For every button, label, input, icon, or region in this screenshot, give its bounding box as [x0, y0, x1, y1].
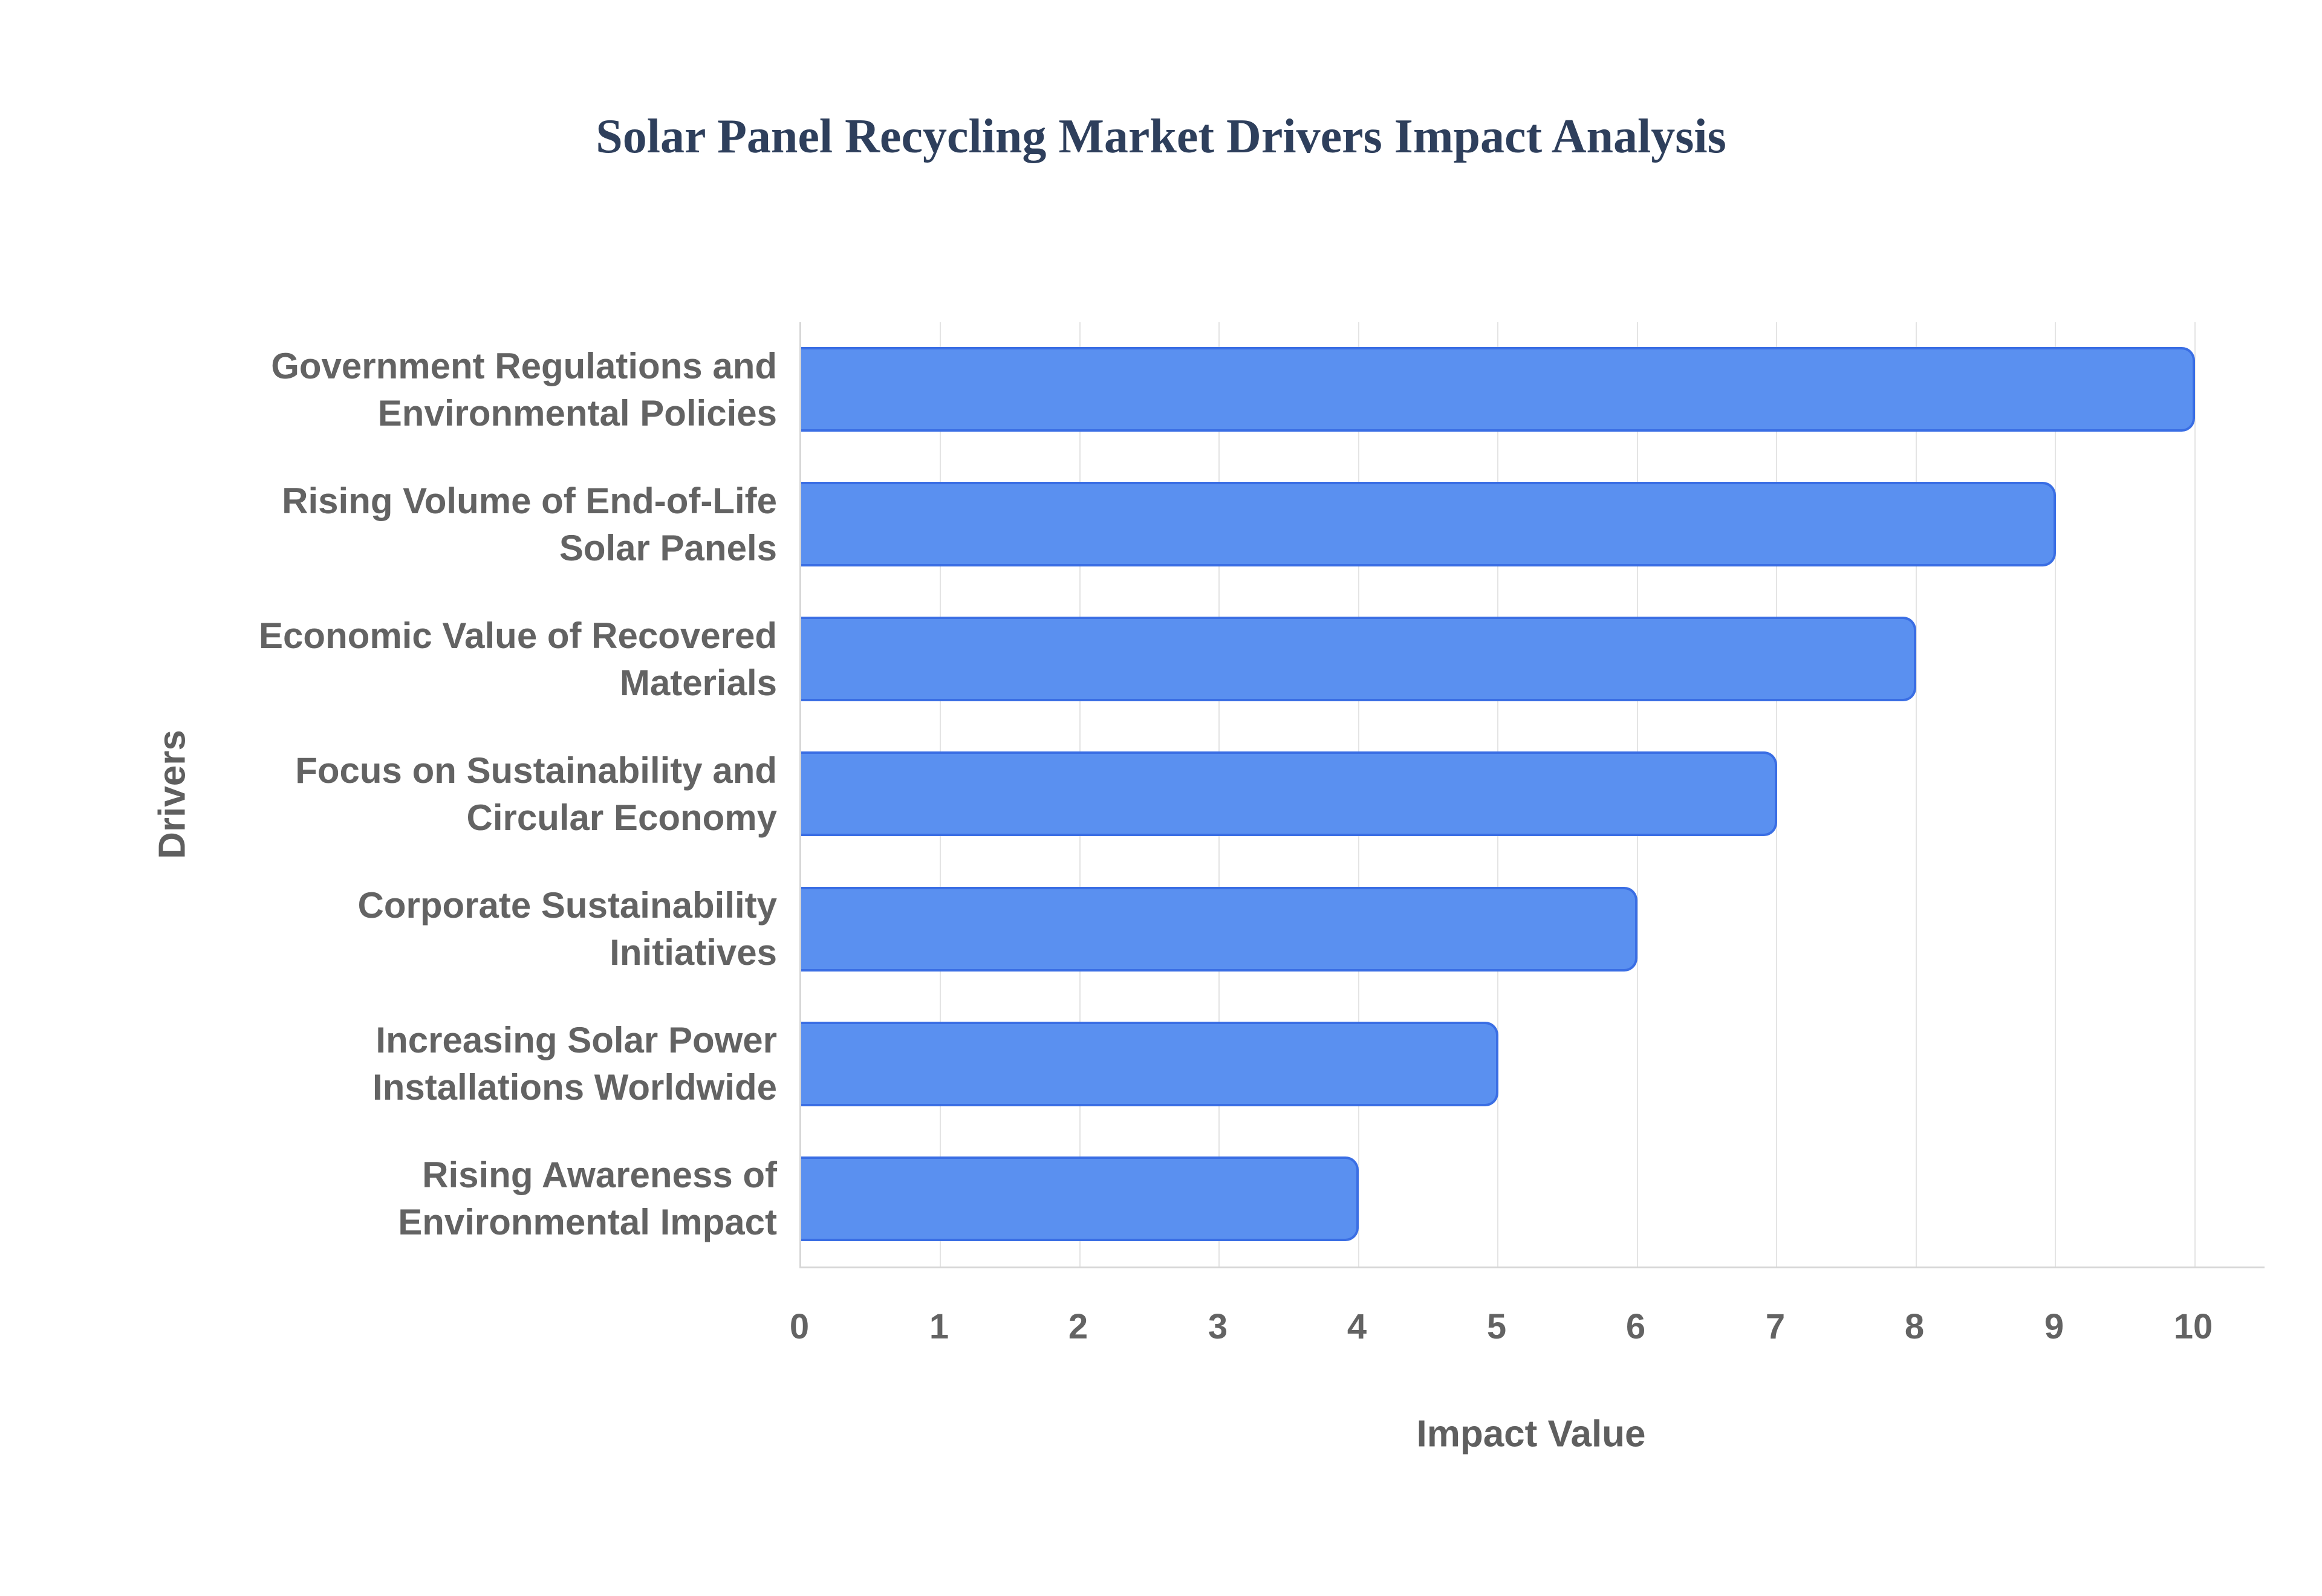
x-tick-label: 5: [1486, 1307, 1507, 1346]
bar-row: [801, 997, 2265, 1132]
category-label: Increasing Solar Power Installations Worl…: [181, 997, 777, 1132]
x-tick-label: 8: [1904, 1307, 1925, 1346]
bar-government-regulations[interactable]: [801, 347, 2195, 432]
gridline: [1916, 322, 1917, 1267]
gridline: [2055, 322, 2056, 1267]
category-label-line: Government Regulations and: [271, 345, 777, 386]
x-tick-label: 9: [2044, 1307, 2064, 1346]
bar-corporate-sustainability[interactable]: [801, 886, 1637, 972]
x-axis-title: Impact Value: [1416, 1413, 1646, 1455]
bar-row: [801, 322, 2265, 457]
category-label-line: Environmental Impact: [398, 1202, 777, 1243]
category-label-line: Rising Awareness of: [422, 1155, 777, 1196]
bar-row: [801, 727, 2265, 861]
category-label: Rising Awareness of Environmental Impact: [181, 1132, 777, 1267]
gridline: [2194, 322, 2196, 1267]
category-label-line: Materials: [619, 662, 777, 703]
chart-title: Solar Panel Recycling Market Drivers Imp…: [596, 110, 1726, 163]
category-label: Corporate Sustainability Initiatives: [181, 862, 777, 997]
x-tick-label: 10: [2173, 1307, 2213, 1346]
category-label-line: Environmental Policies: [377, 392, 777, 433]
bar-row: [801, 592, 2265, 727]
bar-rising-volume-eol-panels[interactable]: [801, 482, 2056, 567]
bar-sustainability-circular-economy[interactable]: [801, 751, 1777, 837]
category-label-line: Increasing Solar Power: [376, 1020, 777, 1061]
x-tick-label: 2: [1068, 1307, 1088, 1346]
x-tick-label: 3: [1208, 1307, 1228, 1346]
y-axis-title: Drivers: [151, 730, 194, 859]
x-tick-label: 7: [1765, 1307, 1786, 1346]
x-tick-label: 0: [789, 1307, 810, 1346]
bar-row: [801, 862, 2265, 997]
plot-area: [799, 322, 2265, 1268]
x-tick-label: 1: [929, 1307, 949, 1346]
bar-solar-installations-worldwide[interactable]: [801, 1021, 1498, 1106]
category-label: Economic Value of Recovered Materials: [181, 592, 777, 727]
y-axis-labels: Government Regulations and Environmental …: [181, 322, 777, 1267]
category-label-line: Installations Worldwide: [372, 1067, 777, 1108]
category-label-line: Initiatives: [610, 932, 777, 973]
category-label-line: Economic Value of Recovered: [259, 615, 777, 656]
category-label-line: Circular Economy: [466, 797, 778, 838]
category-label-line: Focus on Sustainability and: [295, 750, 777, 791]
x-tick-label: 4: [1347, 1307, 1367, 1346]
bar-row: [801, 457, 2265, 592]
bar-awareness-environmental-impact[interactable]: [801, 1156, 1359, 1241]
x-tick-label: 6: [1625, 1307, 1646, 1346]
category-label-line: Solar Panels: [559, 527, 777, 568]
category-label-line: Rising Volume of End-of-Life: [282, 480, 777, 521]
category-label-line: Corporate Sustainability: [357, 885, 777, 926]
category-label: Government Regulations and Environmental …: [181, 322, 777, 457]
bar-row: [801, 1132, 2265, 1267]
category-label: Rising Volume of End-of-Life Solar Panels: [181, 457, 777, 592]
category-label: Focus on Sustainability and Circular Econ…: [181, 727, 777, 861]
bar-economic-value-materials[interactable]: [801, 617, 1916, 702]
